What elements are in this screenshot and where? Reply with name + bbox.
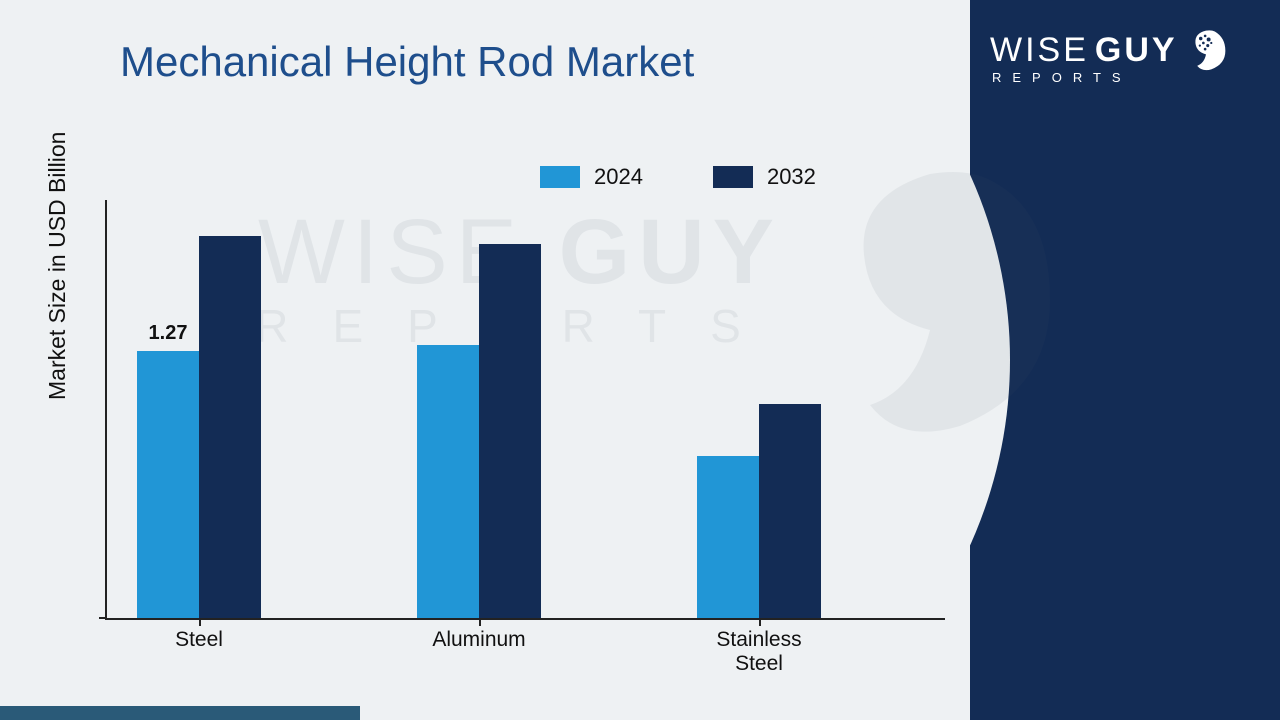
legend-swatch-2032 (713, 166, 753, 188)
legend-swatch-2024 (540, 166, 580, 188)
brand-head-icon (1184, 28, 1228, 72)
x-tick (479, 618, 481, 626)
bar (479, 244, 541, 618)
chart-plot-area: SteelAluminumStainlessSteel1.27 (105, 200, 945, 620)
right-brand-band (970, 0, 1280, 720)
report-canvas: WISE GUY REPORTS Mechanical Height Rod M… (0, 0, 1280, 720)
x-axis-label: StainlessSteel (716, 628, 801, 676)
x-tick (199, 618, 201, 626)
chart-title: Mechanical Height Rod Market (120, 38, 694, 86)
brand-word-2: GUY (1095, 31, 1178, 70)
bar (759, 404, 821, 618)
y-axis-label: Market Size in USD Billion (44, 132, 71, 400)
legend-item-2024: 2024 (540, 164, 643, 190)
y-tick (99, 617, 107, 619)
brand-logo: WISE GUY REPORTS (990, 28, 1250, 85)
legend-label-2024: 2024 (594, 164, 643, 190)
x-axis-label: Steel (175, 628, 223, 652)
x-axis-label: Aluminum (432, 628, 525, 652)
bar-group (137, 236, 261, 618)
bar-value-label: 1.27 (149, 322, 188, 345)
brand-word-1: WISE (990, 31, 1089, 70)
x-tick (759, 618, 761, 626)
legend-item-2032: 2032 (713, 164, 816, 190)
brand-subline: REPORTS (990, 70, 1250, 85)
bottom-accent-strip (0, 706, 360, 720)
bar (697, 456, 759, 618)
bar (199, 236, 261, 618)
bar-group (417, 244, 541, 618)
legend-label-2032: 2032 (767, 164, 816, 190)
bar (417, 345, 479, 618)
bar (137, 351, 199, 618)
bar-group (697, 404, 821, 618)
chart-legend: 2024 2032 (540, 164, 816, 190)
